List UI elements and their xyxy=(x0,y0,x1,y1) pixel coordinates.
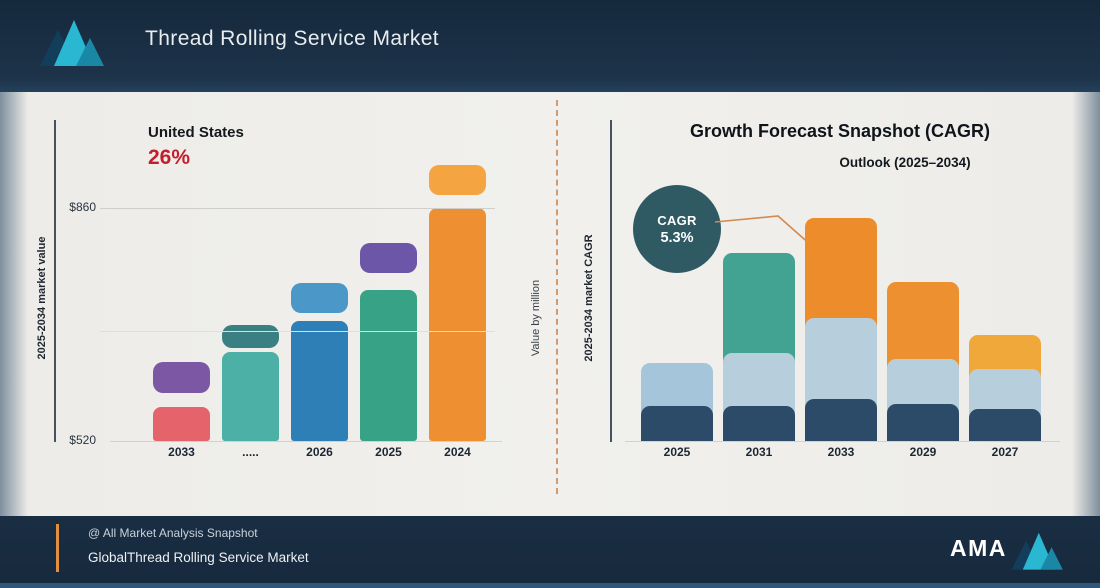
footer-accent-bar xyxy=(56,524,59,572)
right-x-tick-label: 2027 xyxy=(991,445,1019,459)
left-x-tick-label: 2024 xyxy=(444,445,471,459)
ama-logo-icon xyxy=(38,14,108,79)
callout-connector-icon xyxy=(710,204,820,259)
left-y-tick-label: $520 xyxy=(69,433,96,447)
right-x-tick-label: 2029 xyxy=(909,445,937,459)
left-y-axis xyxy=(54,120,56,442)
right-chart-bar-segment xyxy=(969,409,1041,441)
page-title: Thread Rolling Service Market xyxy=(145,27,440,50)
footer-report-title: GlobalThread Rolling Service Market xyxy=(88,550,309,565)
left-chart-bar-2025 xyxy=(360,290,417,441)
left-x-tick-label: 2026 xyxy=(306,445,333,459)
right-chart-bar-segment xyxy=(805,218,877,330)
right-chart-bar-segment xyxy=(805,318,877,411)
right-y-axis xyxy=(610,120,612,442)
right-chart-bar-segment xyxy=(723,406,795,441)
panel-divider xyxy=(556,100,558,494)
right-baseline xyxy=(625,441,1060,442)
footer-bottom-strip xyxy=(0,583,1100,588)
left-x-tick-label: 2025 xyxy=(375,445,402,459)
cagr-callout-label: CAGR xyxy=(657,212,697,228)
left-chart-bar-2024 xyxy=(429,208,486,441)
left-chart-region-label: United States xyxy=(148,124,244,141)
right-x-tick-label: 2031 xyxy=(745,445,773,459)
left-chart-bar-cap xyxy=(153,362,210,394)
left-gridline xyxy=(100,208,495,210)
left-chart-bar-cap xyxy=(222,325,279,348)
right-x-tick-label: 2033 xyxy=(827,445,855,459)
left-chart-bar-..... xyxy=(222,351,279,441)
right-chart-bar-segment xyxy=(723,253,795,365)
right-chart-bar-segment xyxy=(887,404,959,441)
content: United States 26% 2025-2034 market value… xyxy=(0,92,1100,516)
left-chart-bar-cap xyxy=(360,243,417,274)
footer-source-text: @ All Market Analysis Snapshot xyxy=(88,526,258,540)
right-x-tick-label: 2025 xyxy=(663,445,691,459)
left-gridline xyxy=(100,331,495,333)
footer-brand-text: AMA xyxy=(950,535,1007,561)
header: Thread Rolling Service Market xyxy=(0,0,1100,92)
cagr-callout-badge: CAGR 5.3% xyxy=(633,185,721,273)
left-x-tick-label: 2033 xyxy=(168,445,195,459)
right-chart-bar-segment xyxy=(887,282,959,371)
right-chart-plot xyxy=(625,141,1060,441)
left-baseline xyxy=(110,441,502,442)
right-chart-bar-segment xyxy=(641,406,713,441)
left-chart-bar-cap xyxy=(291,282,348,313)
right-y-axis-title: 2025-2034 market CAGR xyxy=(583,234,595,362)
right-chart-title: Growth Forecast Snapshot (CAGR) xyxy=(689,121,990,141)
footer: @ All Market Analysis Snapshot GlobalThr… xyxy=(0,516,1100,588)
left-y-axis-title: 2025-2034 market value xyxy=(36,236,48,360)
right-chart-bar-segment xyxy=(805,399,877,441)
left-chart-bar-2033 xyxy=(153,406,210,441)
left-y-tick-label: $860 xyxy=(69,200,96,215)
left-x-tick-label: ..... xyxy=(242,445,259,459)
ama-logo-icon xyxy=(1010,528,1066,581)
right-chart-subtitle: Outlook (2025–2034) xyxy=(839,155,971,170)
cagr-callout-value: 5.3% xyxy=(660,229,694,246)
left-chart-bar-cap xyxy=(429,164,486,196)
divider-axis-label: Value by million xyxy=(530,279,542,357)
left-chart-bar-2026 xyxy=(291,321,348,441)
left-chart-highlight-value: 26% xyxy=(148,146,191,169)
left-chart-plot xyxy=(110,121,502,441)
